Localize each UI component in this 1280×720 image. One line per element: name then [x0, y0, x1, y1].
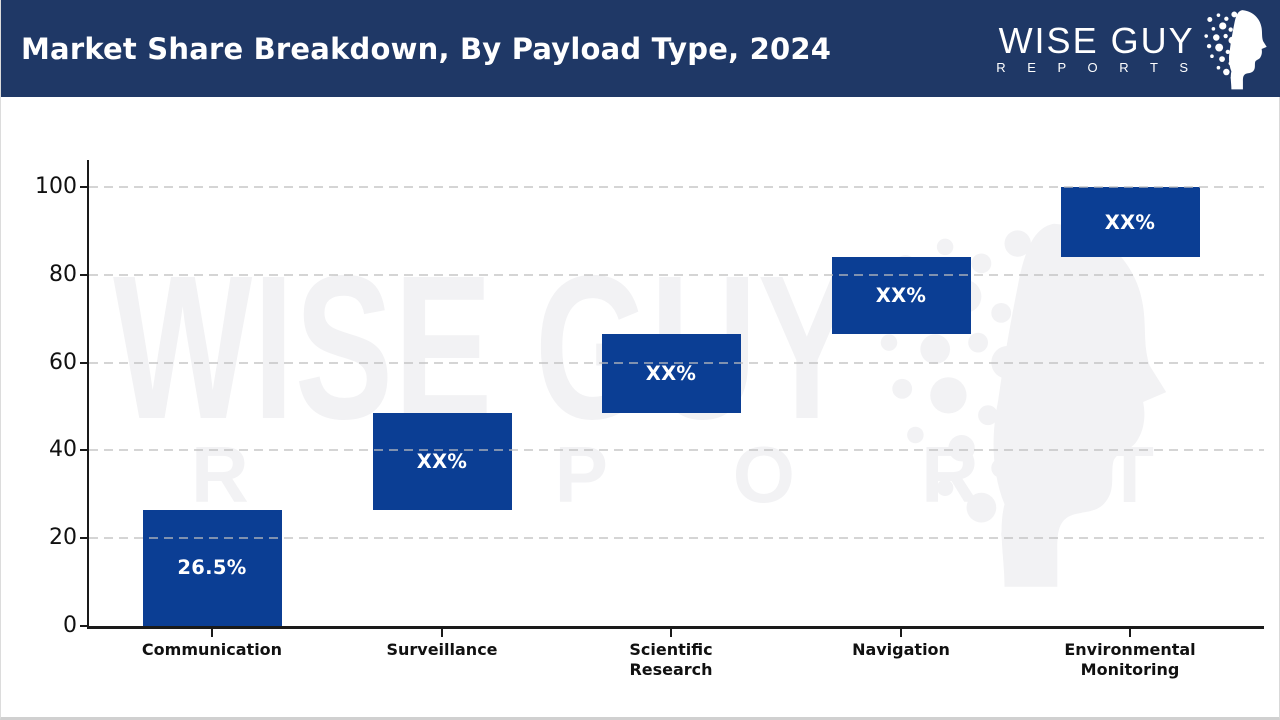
bar-scientific-research: XX% — [601, 334, 741, 414]
x-tick-label: Communication — [141, 640, 283, 659]
y-tick-mark — [80, 361, 89, 364]
x-tick-mark — [670, 629, 672, 637]
y-tick-mark — [80, 449, 89, 452]
bar-value-label: XX% — [875, 284, 927, 308]
x-tick-mark — [1129, 629, 1131, 637]
wiseguy-logo-text: WISE GUY R E P O R T S — [996, 22, 1197, 75]
report-header: Market Share Breakdown, By Payload Type,… — [1, 0, 1280, 97]
bar-value-label: XX% — [645, 362, 697, 386]
wiseguy-face-icon — [1204, 9, 1267, 89]
y-tick-label: 60 — [49, 349, 77, 375]
x-tick-label: Navigation — [852, 640, 950, 659]
y-tick-mark — [80, 273, 89, 276]
bar-value-label: XX% — [416, 449, 468, 473]
bar-value-label: 26.5% — [177, 556, 247, 580]
y-tick-label: 20 — [49, 525, 77, 551]
gridline — [89, 361, 1264, 364]
x-tick-mark — [441, 629, 443, 637]
logo-reports-label: R E P O R T S — [996, 59, 1197, 75]
x-axis-spine — [87, 626, 1264, 629]
x-tick-label: Surveillance — [386, 640, 498, 659]
y-tick-mark — [80, 625, 89, 627]
wiseguy-logo: WISE GUY R E P O R T S — [996, 6, 1280, 92]
bar-navigation: XX% — [831, 257, 971, 335]
logo-wiseguy-label: WISE GUY — [998, 20, 1195, 62]
x-tick-mark — [900, 629, 902, 637]
bar-environmental-monitoring: XX% — [1060, 187, 1200, 258]
x-tick-label: Scientific Research — [629, 640, 713, 679]
y-axis-spine — [87, 160, 89, 629]
page-title: Market Share Breakdown, By Payload Type,… — [21, 31, 832, 66]
x-tick-mark — [211, 629, 213, 637]
gridline — [89, 273, 1264, 276]
y-tick-label: 40 — [49, 437, 77, 463]
x-tick-label: Environmental Monitoring — [1064, 640, 1196, 679]
y-tick-label: 100 — [35, 174, 77, 199]
y-tick-label: 0 — [63, 613, 77, 638]
gridline — [89, 186, 1264, 188]
gridline — [89, 449, 1264, 452]
y-tick-mark — [80, 537, 89, 540]
bar-surveillance: XX% — [372, 413, 512, 510]
bar-communication: 26.5% — [142, 509, 282, 626]
bar-value-label: XX% — [1104, 210, 1156, 234]
gridline — [89, 537, 1264, 540]
y-tick-mark — [80, 186, 89, 188]
y-tick-label: 80 — [49, 261, 77, 287]
